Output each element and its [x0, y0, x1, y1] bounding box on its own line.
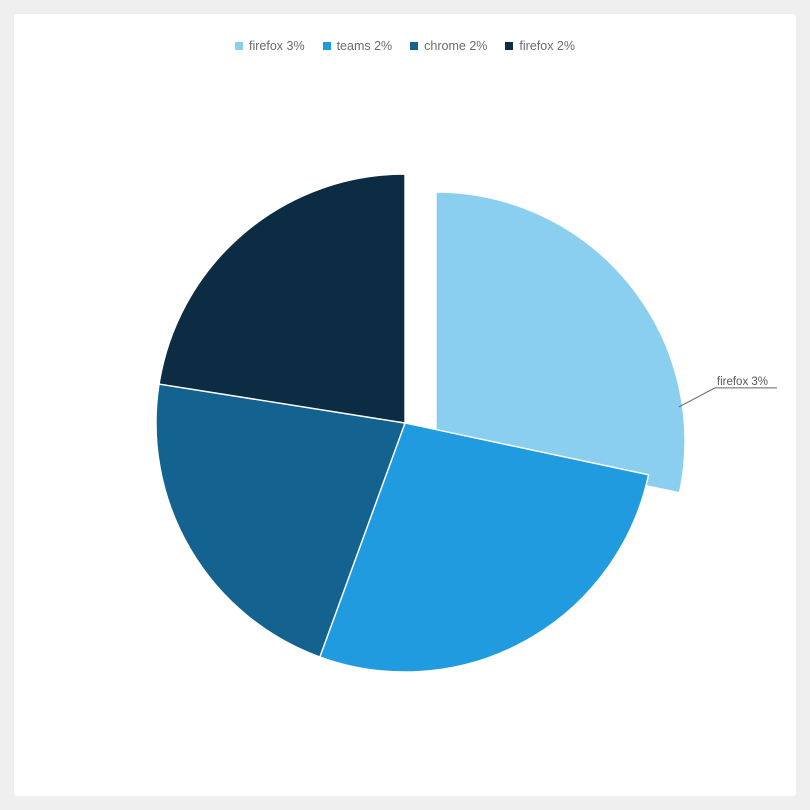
legend-item-label: firefox 3% [248, 39, 305, 53]
legend-swatch-icon [322, 42, 331, 51]
legend-item-3[interactable]: firefox 2% [505, 40, 575, 53]
pie-slice-1[interactable]: teams 2% [318, 422, 650, 673]
pie-chart-plot-area: firefox 3%teams 2%chrome 2%firefox 2% fi… [14, 14, 796, 796]
callout-leader-line [678, 387, 777, 408]
pie-callouts-group: firefox 3% [678, 376, 777, 408]
legend-item-label: firefox 2% [519, 39, 575, 53]
legend-item-0[interactable]: firefox 3% [234, 39, 305, 53]
legend-swatch-icon [410, 42, 419, 51]
legend-swatch-icon [505, 42, 514, 51]
pie-slice-callout-label: firefox 3% [717, 376, 768, 388]
chart-legend: firefox 3% teams 2% chrome 2% firefox 2% [14, 40, 796, 53]
chart-card: firefox 3% teams 2% chrome 2% firefox 2%… [14, 14, 796, 796]
pie-slices-group: firefox 3%teams 2%chrome 2%firefox 2% [155, 173, 686, 673]
pie-slice-3[interactable]: firefox 2% [158, 173, 406, 424]
pie-slice-2[interactable]: chrome 2% [155, 383, 406, 658]
legend-item-label: chrome 2% [424, 39, 488, 53]
legend-item-label: teams 2% [336, 39, 393, 53]
legend-item-1[interactable]: teams 2% [322, 39, 393, 53]
legend-item-2[interactable]: chrome 2% [410, 40, 487, 53]
legend-swatch-icon [234, 42, 243, 51]
pie-slice-0[interactable]: firefox 3% [435, 191, 686, 494]
pie-chart-svg: firefox 3%teams 2%chrome 2%firefox 2% fi… [155, 173, 777, 673]
